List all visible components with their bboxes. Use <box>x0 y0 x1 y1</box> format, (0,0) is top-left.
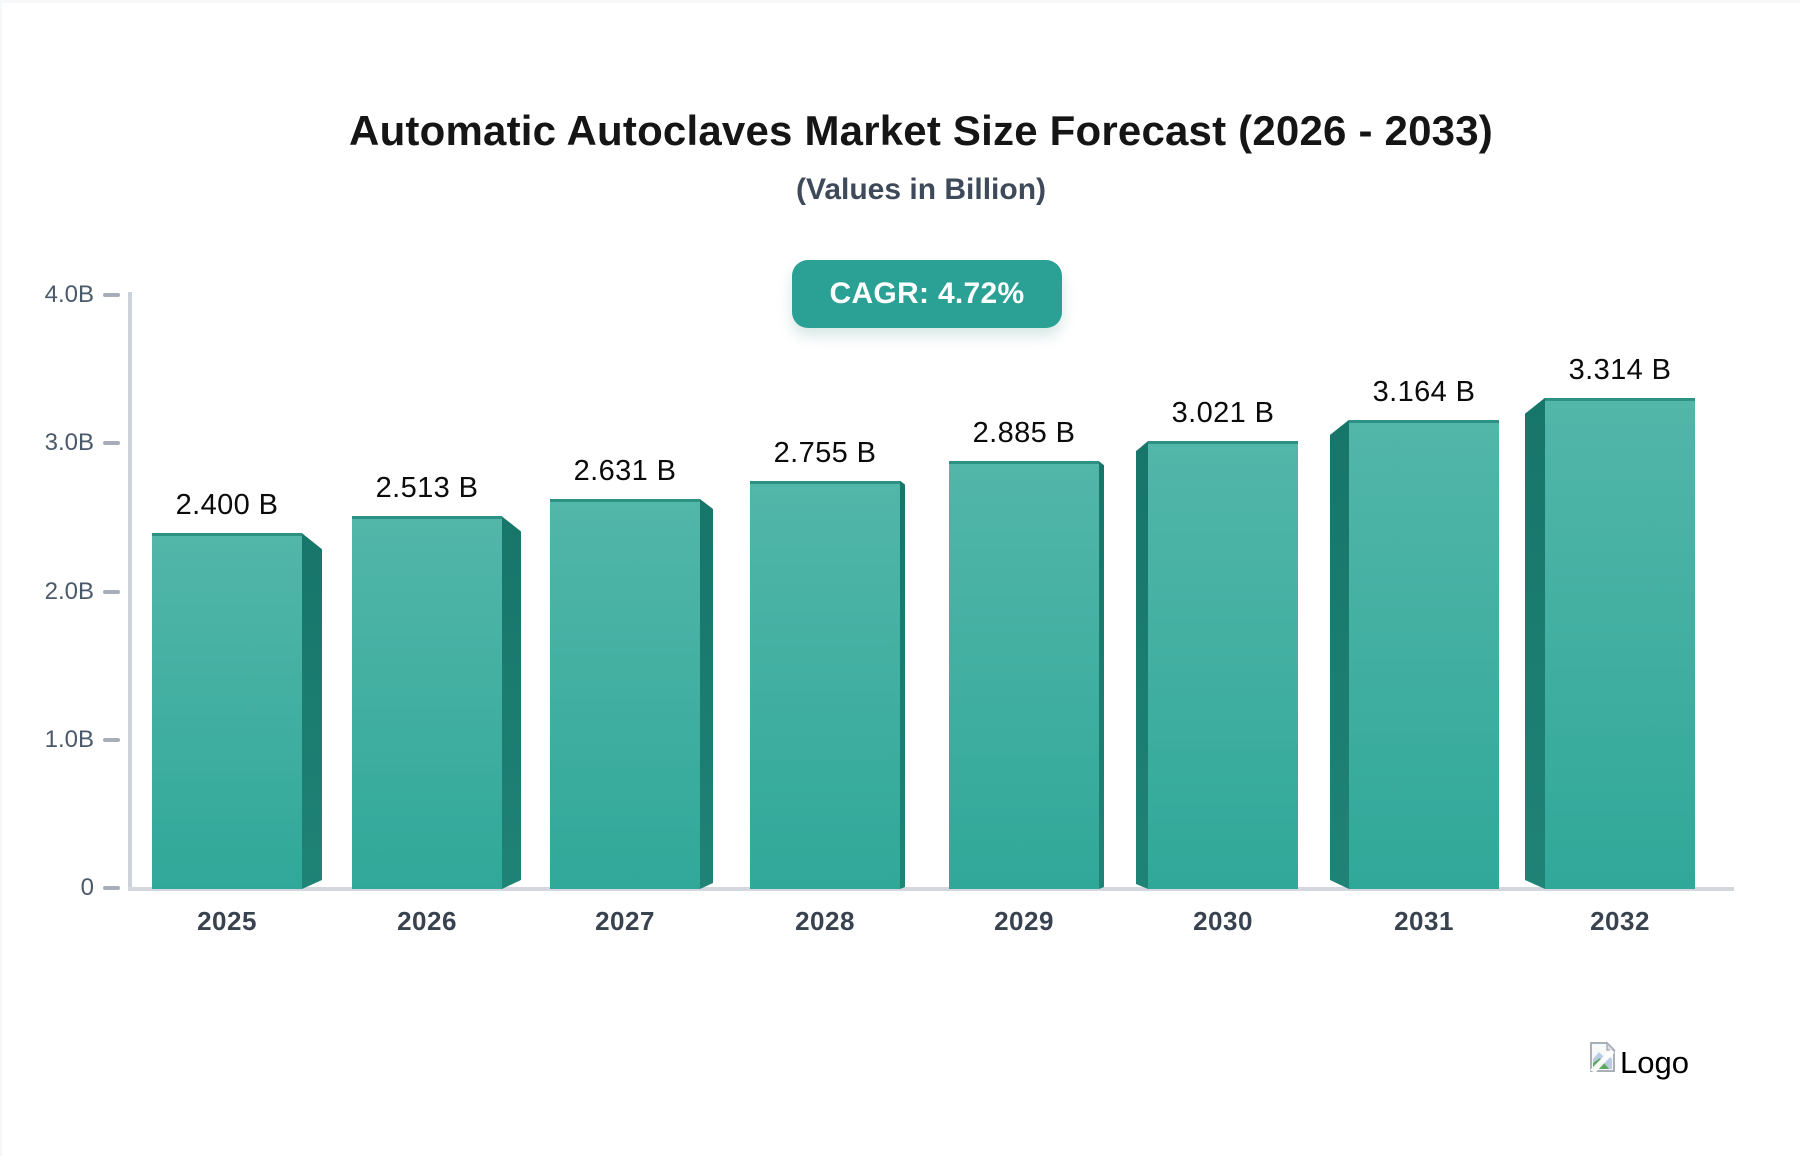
y-axis-tick-label: 4.0B <box>44 281 94 308</box>
chart-title: Automatic Autoclaves Market Size Forecas… <box>349 107 1493 154</box>
x-axis-category-label: 2025 <box>197 906 257 936</box>
bar-value-label: 2.400 B <box>175 489 279 522</box>
x-axis-baseline <box>128 887 1734 891</box>
bar-2025 <box>152 533 302 889</box>
bar-3d-side <box>900 481 905 889</box>
bar-3d-side <box>1099 461 1104 889</box>
bar-value-label: 3.314 B <box>1568 353 1672 386</box>
x-axis-category-label: 2031 <box>1394 906 1454 936</box>
logo: Logo <box>1587 1039 1689 1080</box>
chart-subtitle: (Values in Billion) <box>795 173 1047 206</box>
cagr-badge: CAGR: 4.72% <box>792 260 1062 328</box>
x-axis-category-label: 2032 <box>1590 906 1650 936</box>
y-axis-tick-label: 0 <box>80 874 94 901</box>
y-axis-tick <box>103 589 120 594</box>
bar-value-label: 2.755 B <box>773 436 877 469</box>
x-axis-category-label: 2026 <box>397 906 457 936</box>
bar-2028 <box>750 480 900 889</box>
y-axis-line <box>128 292 132 889</box>
bar-3d-side <box>700 499 713 889</box>
bar-3d-side <box>502 516 521 889</box>
x-axis-category-label: 2029 <box>994 906 1054 936</box>
bar-2026 <box>352 516 502 889</box>
bar-3d-side <box>302 533 322 889</box>
x-axis-category-label: 2027 <box>595 906 655 936</box>
broken-image-icon <box>1587 1039 1618 1080</box>
bar-value-label: 2.885 B <box>972 417 1076 450</box>
bar-value-label: 3.164 B <box>1372 375 1476 408</box>
bar-2030 <box>1148 441 1298 889</box>
bar-value-label: 2.513 B <box>375 472 479 505</box>
bar-3d-side <box>1525 398 1545 889</box>
bar-2029 <box>949 461 1099 889</box>
logo-alt-text: Logo <box>1620 1045 1689 1080</box>
x-axis-category-label: 2030 <box>1193 906 1253 936</box>
y-axis-tick <box>103 293 120 297</box>
y-axis-tick <box>103 737 120 742</box>
bar-2032 <box>1545 397 1695 889</box>
y-axis-tick-label: 2.0B <box>44 577 94 605</box>
y-axis-tick-label: 1.0B <box>44 725 94 753</box>
bar-2027 <box>550 498 700 889</box>
y-axis-tick <box>103 441 120 446</box>
cagr-badge-label: CAGR: 4.72% <box>829 277 1025 310</box>
bar-value-label: 3.021 B <box>1171 397 1275 430</box>
y-axis-tick-label: 3.0B <box>44 429 94 457</box>
y-axis-tick <box>103 886 120 890</box>
bar-2031 <box>1349 419 1499 889</box>
bar-3d-side <box>1330 420 1349 889</box>
x-axis-category-label: 2028 <box>795 906 855 936</box>
bar-3d-side <box>1136 441 1148 889</box>
bar-value-label: 2.631 B <box>573 454 677 487</box>
